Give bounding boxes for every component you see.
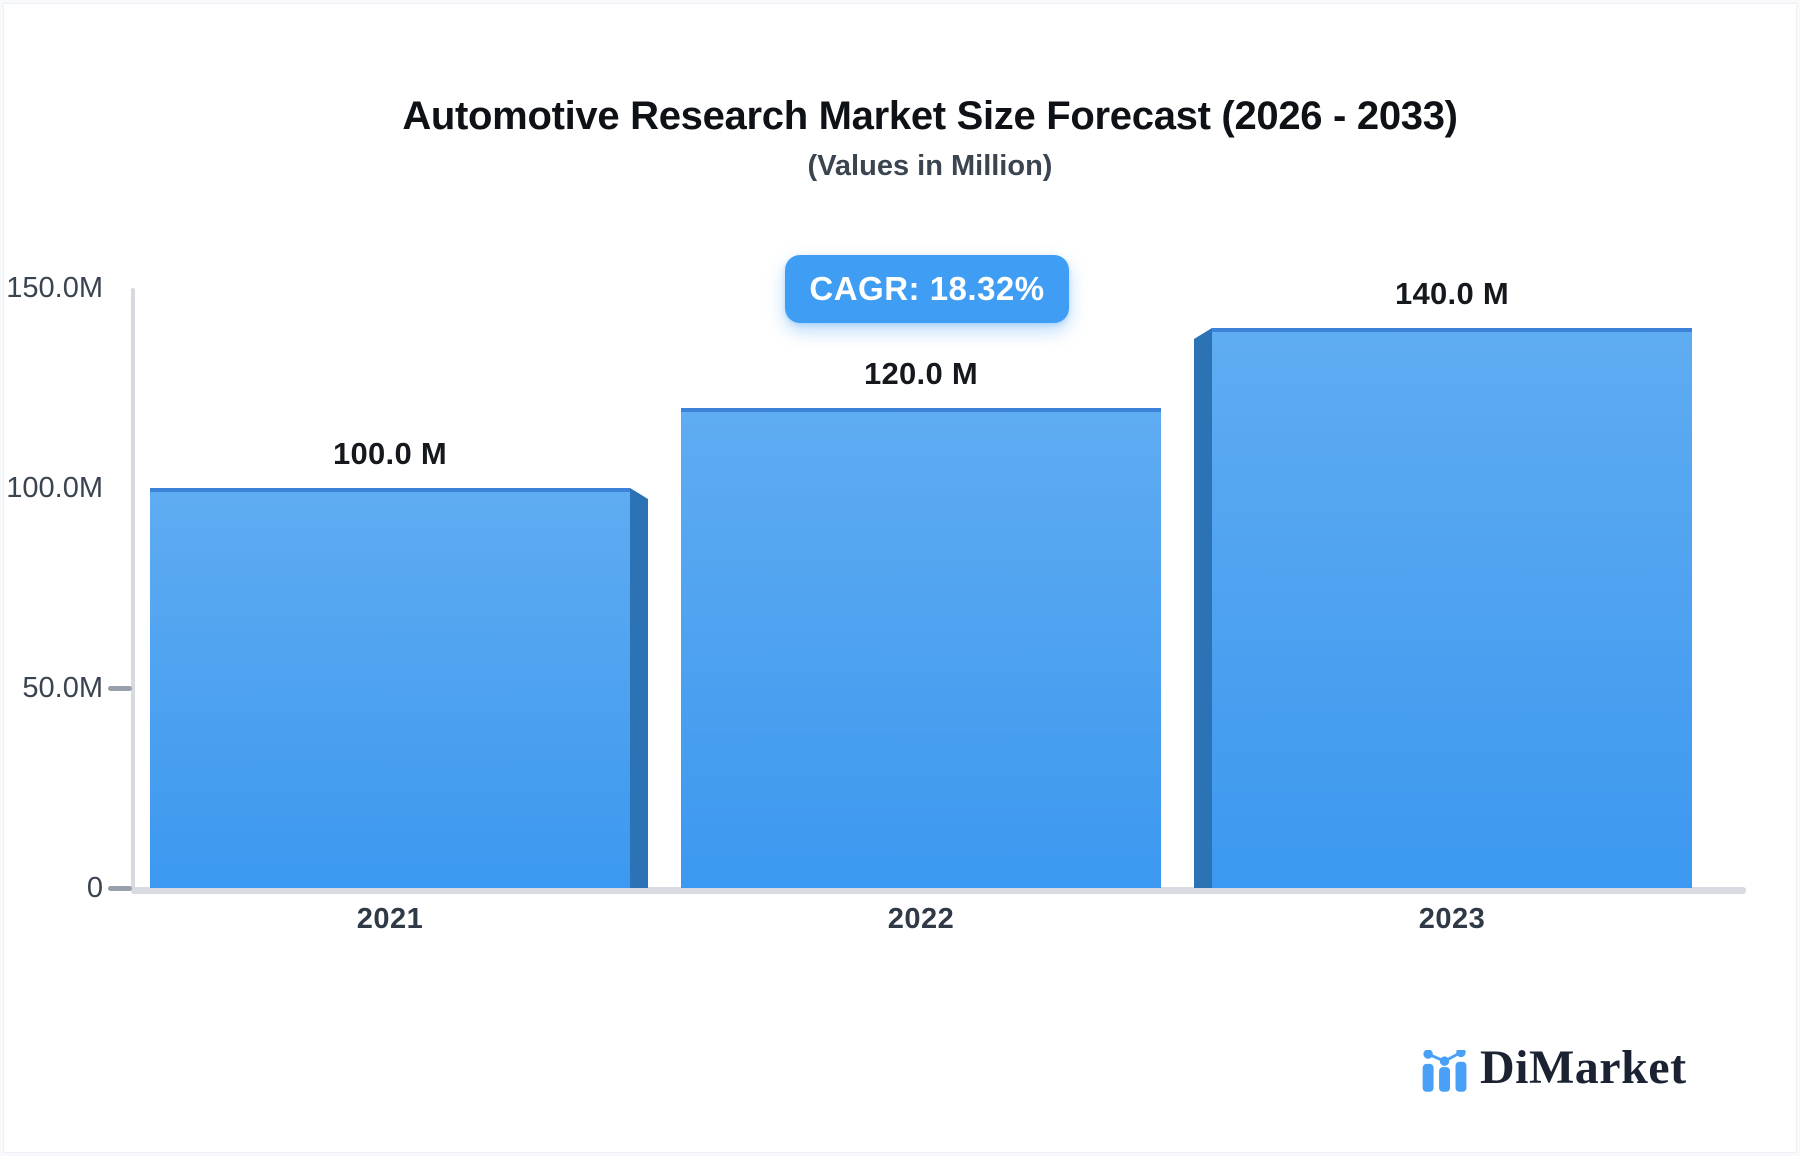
- y-tick-label: 100.0M: [6, 472, 103, 504]
- y-tick-label: 50.0M: [22, 672, 103, 704]
- y-tick-label: 0: [86, 872, 103, 904]
- bar-value-label: 100.0 M: [332, 436, 448, 471]
- bar-value-label: 120.0 M: [863, 356, 979, 391]
- chart-title: Automotive Research Market Size Forecast…: [402, 94, 1458, 138]
- cagr-badge-label: CAGR: 18.32%: [809, 270, 1045, 307]
- bar-chart-logo-icon: [1422, 1050, 1467, 1092]
- bar: [150, 488, 630, 888]
- x-axis-line: [131, 887, 1746, 894]
- y-tick-dash: [108, 686, 132, 691]
- bar-depth: [630, 488, 648, 888]
- chart-subtitle: (Values in Million): [807, 150, 1053, 182]
- x-category-label: 2022: [887, 903, 955, 935]
- brand-logo: DiMarket: [1421, 1040, 1687, 1092]
- x-category-label: 2021: [356, 903, 424, 935]
- bar: [681, 408, 1161, 888]
- y-tick-dash: [108, 886, 132, 891]
- x-category-label: 2023: [1418, 903, 1486, 935]
- cagr-badge: CAGR: 18.32%: [785, 255, 1069, 323]
- bar: [1212, 328, 1692, 888]
- brand-logo-text: DiMarket: [1480, 1041, 1687, 1094]
- y-tick-label: 150.0M: [6, 272, 103, 304]
- bar-value-label: 140.0 M: [1394, 276, 1510, 311]
- y-axis-line: [131, 288, 135, 890]
- bar-depth: [1194, 328, 1212, 888]
